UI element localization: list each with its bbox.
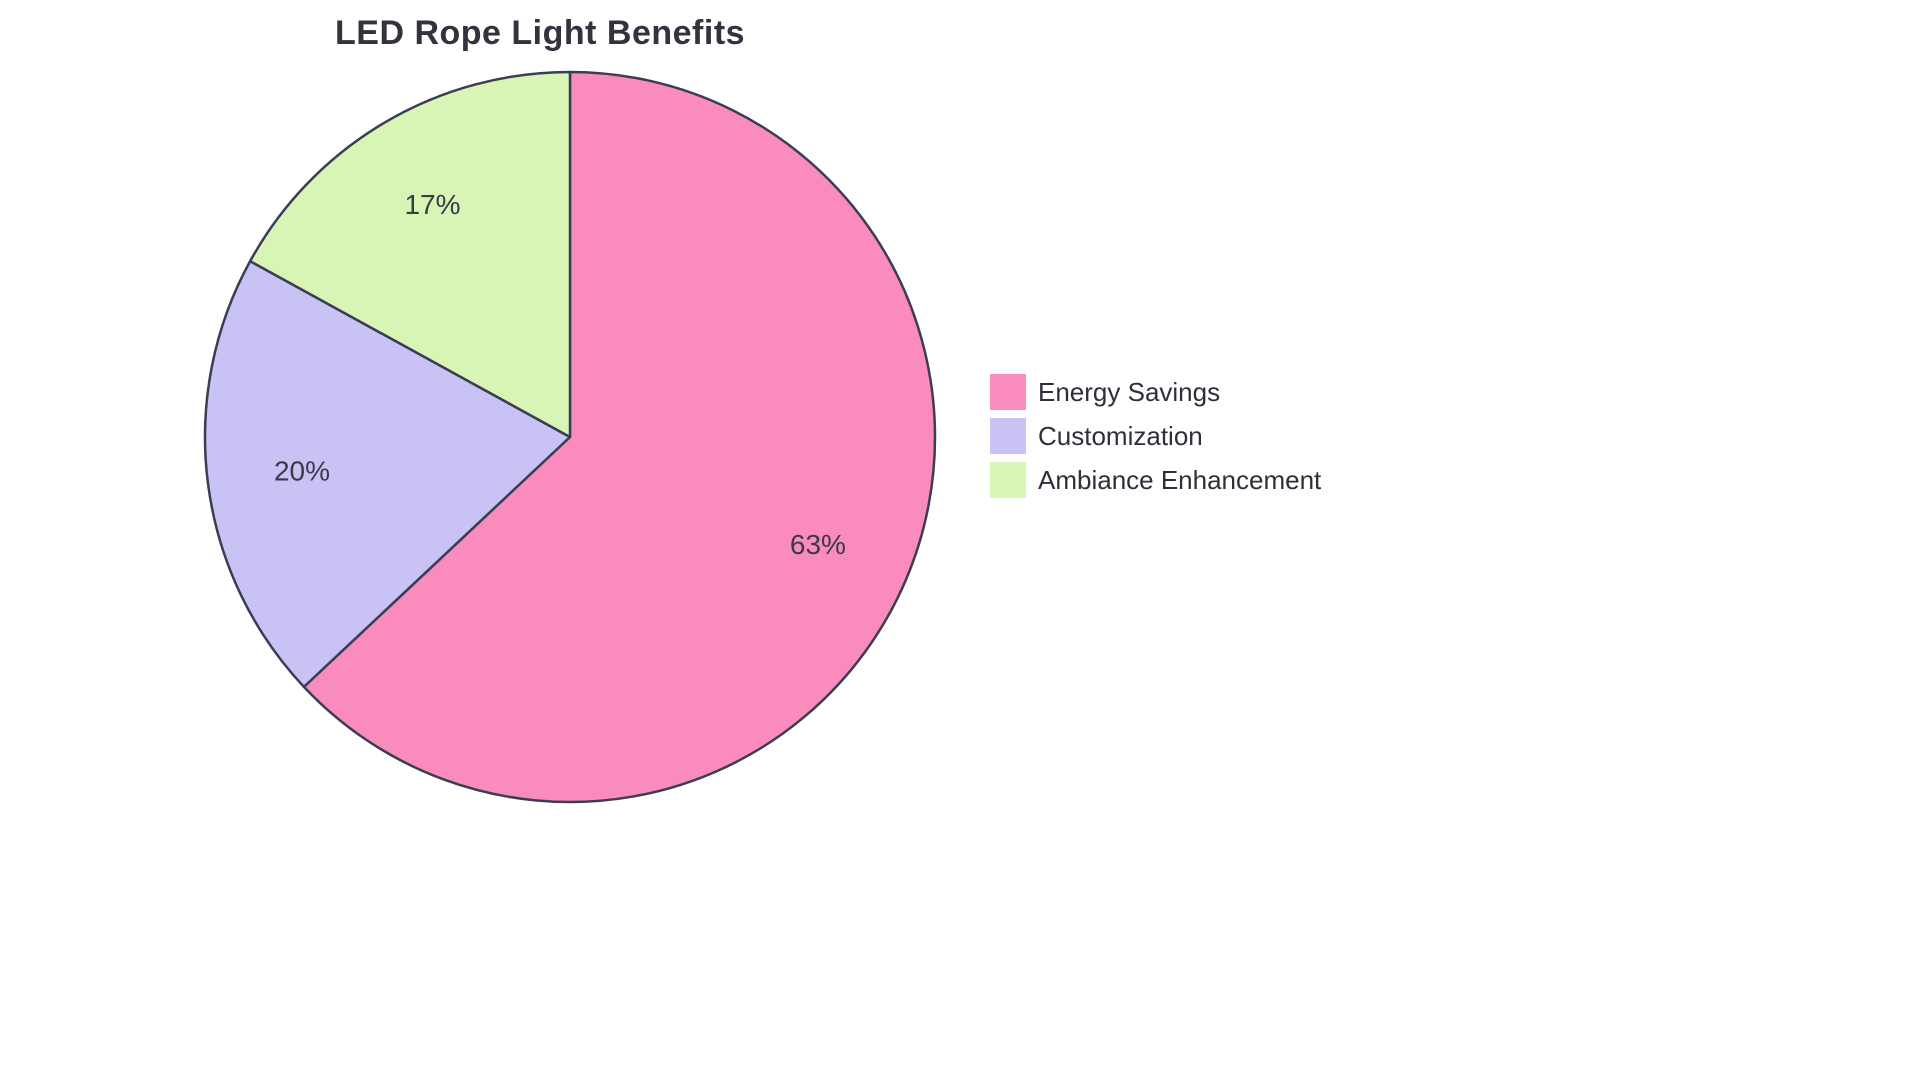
pie-slice-percentage-label: 63% bbox=[790, 529, 846, 560]
legend-item: Ambiance Enhancement bbox=[990, 462, 1321, 498]
legend-label: Ambiance Enhancement bbox=[1038, 464, 1322, 495]
legend-swatch bbox=[990, 462, 1026, 498]
pie-slice-percentage-label: 17% bbox=[404, 189, 460, 220]
pie-slice-energy-savings bbox=[302, 70, 937, 804]
legend-swatch bbox=[990, 418, 1026, 454]
legend-item: Customization bbox=[990, 418, 1321, 454]
legend: Energy Savings Customization Ambiance Enha… bbox=[990, 374, 1321, 498]
pie-slice-percentage-label: 20% bbox=[274, 455, 330, 486]
legend-item: Energy Savings bbox=[990, 374, 1321, 410]
legend-label: Customization bbox=[1038, 420, 1203, 451]
pie-slice-ambiance-enhancement bbox=[248, 70, 572, 439]
chart-title: LED Rope Light Benefits bbox=[335, 14, 746, 52]
legend-swatch bbox=[990, 374, 1026, 410]
legend-label: Energy Savings bbox=[1038, 376, 1221, 407]
pie-slice-customization bbox=[203, 259, 572, 689]
